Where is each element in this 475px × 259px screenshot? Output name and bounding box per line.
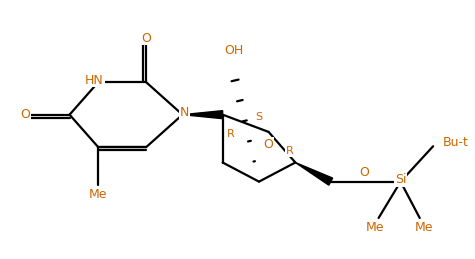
Polygon shape xyxy=(182,111,223,119)
Text: O: O xyxy=(141,32,151,45)
Text: HN: HN xyxy=(85,74,104,87)
Text: OH: OH xyxy=(225,44,244,57)
Text: O: O xyxy=(264,138,274,151)
Text: N: N xyxy=(180,106,189,119)
Text: Me: Me xyxy=(365,221,384,234)
Text: Bu-t: Bu-t xyxy=(443,136,468,149)
Text: S: S xyxy=(256,112,263,121)
Text: R: R xyxy=(286,146,294,156)
Text: Me: Me xyxy=(89,188,107,200)
Text: O: O xyxy=(20,108,30,121)
Text: R: R xyxy=(227,129,234,139)
Text: O: O xyxy=(359,166,369,178)
Text: Me: Me xyxy=(414,221,433,234)
Polygon shape xyxy=(295,162,332,185)
Text: Si: Si xyxy=(395,173,406,186)
